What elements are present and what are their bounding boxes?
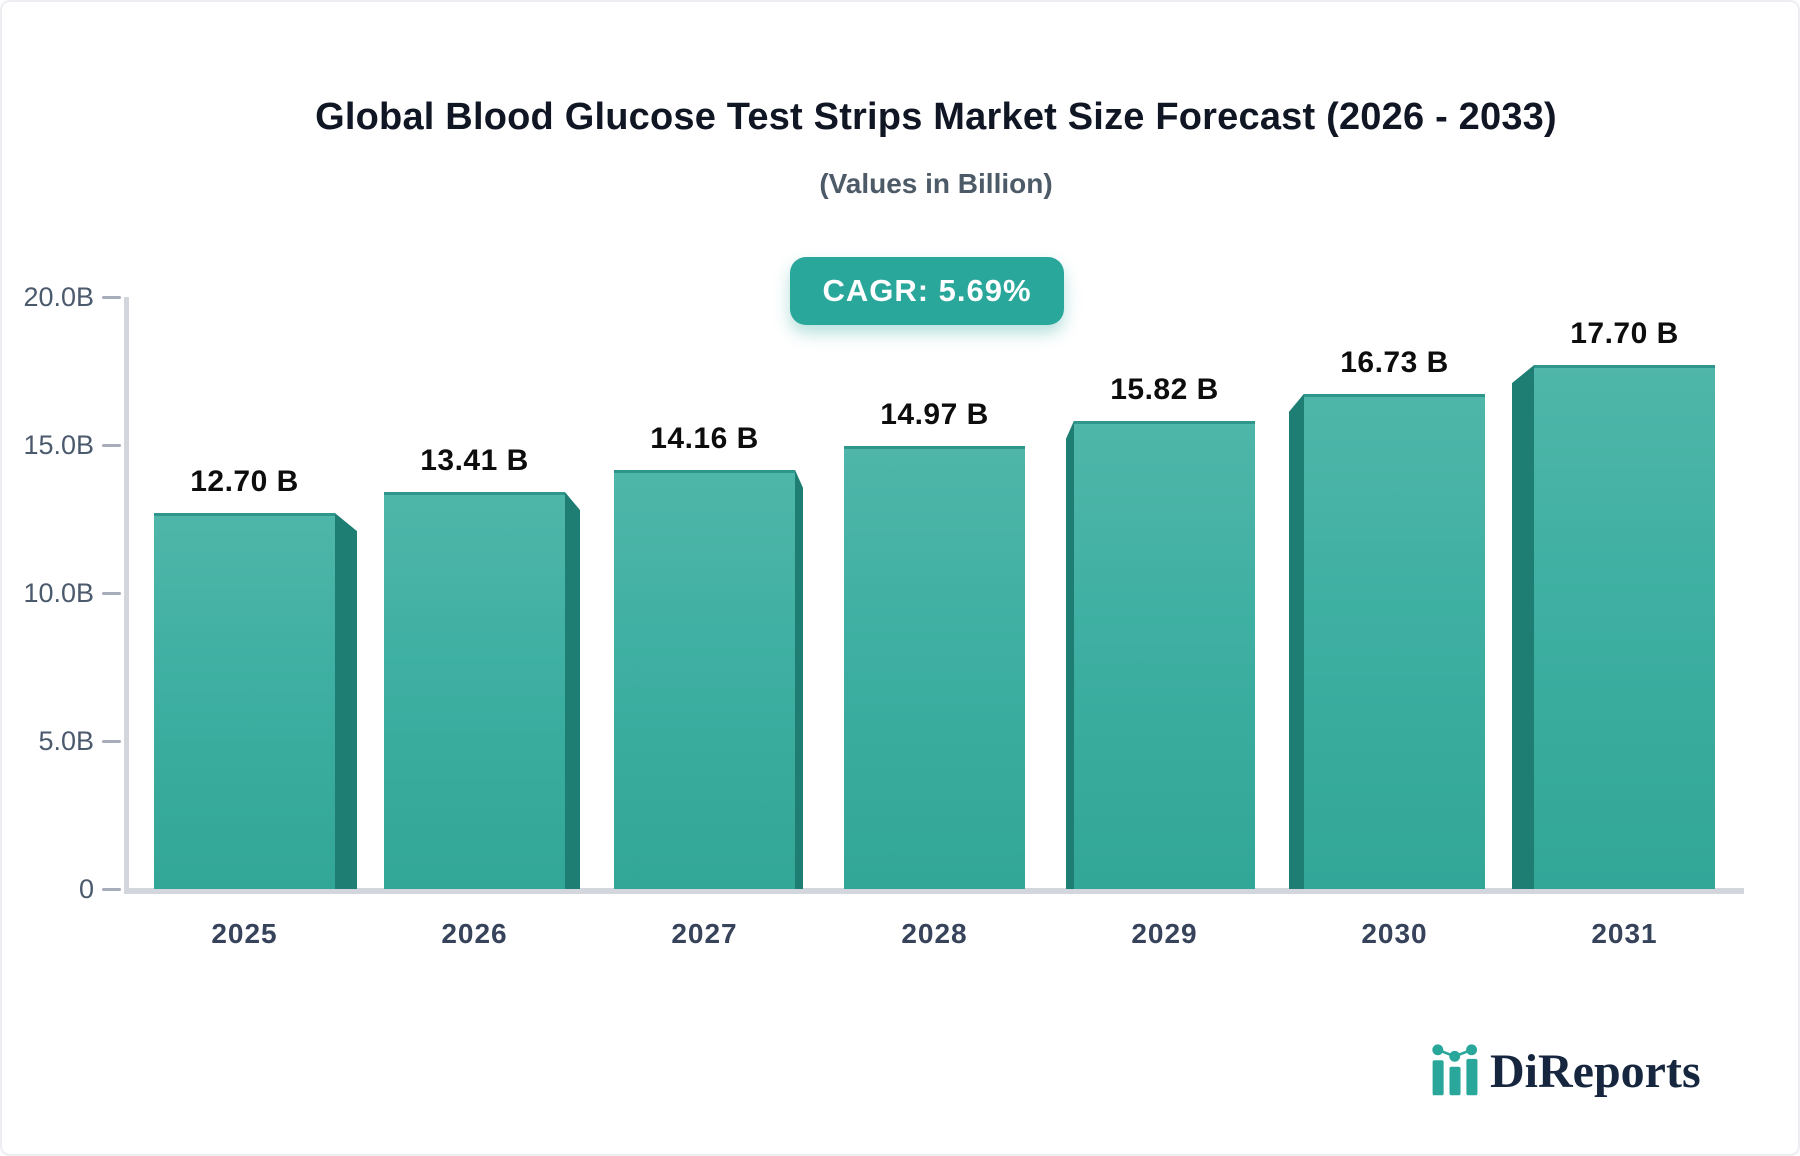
x-tick-label: 2029 (1131, 918, 1198, 949)
x-tick-label: 2030 (1361, 918, 1428, 949)
bar-side-face (335, 513, 357, 889)
x-tick-label: 2028 (901, 918, 968, 949)
x-axis-baseline (124, 888, 1744, 894)
chart-subtitle: (Values in Billion) (819, 168, 1053, 199)
brand-name: DiReports (1490, 1045, 1701, 1098)
y-tick-label: 15.0B (23, 430, 94, 460)
y-tick-dash (102, 740, 121, 743)
bar-side-face (1289, 393, 1304, 889)
x-tick-label: 2025 (211, 918, 278, 949)
bar-value-label: 17.70 B (1570, 317, 1679, 351)
y-tick-dash (102, 296, 121, 299)
bar-2026[interactable] (384, 492, 565, 889)
bar-value-label: 12.70 B (190, 465, 299, 499)
y-tick-dash (102, 444, 121, 447)
y-tick-dash (102, 888, 121, 891)
bar-value-label: 13.41 B (420, 444, 529, 478)
y-tick-label: 0 (78, 874, 94, 904)
bar-value-label: 16.73 B (1340, 345, 1449, 379)
bar-side-face (565, 492, 580, 889)
bar-2029[interactable] (1074, 420, 1255, 889)
cagr-badge: CAGR: 5.69% (790, 257, 1064, 325)
bar-value-label: 14.97 B (880, 397, 989, 431)
bar-value-label: 15.82 B (1110, 372, 1219, 406)
bar-value-label: 14.16 B (650, 421, 759, 455)
y-axis-line (124, 297, 129, 894)
bar-chart-logo-icon (1432, 1044, 1478, 1096)
brand-logo: DiReports (1430, 1040, 1701, 1096)
x-tick-label: 2027 (671, 918, 738, 949)
bar-side-face (1512, 365, 1534, 889)
bar-2028[interactable] (844, 445, 1025, 889)
bar-2031[interactable] (1534, 365, 1715, 889)
page-title: Global Blood Glucose Test Strips Market … (315, 96, 1557, 138)
bar-2027[interactable] (614, 469, 795, 889)
x-tick-label: 2026 (441, 918, 508, 949)
y-tick-label: 20.0B (23, 282, 94, 312)
bar-2025[interactable] (154, 513, 335, 889)
bar-side-face (1066, 420, 1074, 889)
cagr-badge-label: CAGR: 5.69% (822, 273, 1032, 308)
y-tick-label: 10.0B (23, 578, 94, 608)
bar-side-face (795, 469, 803, 889)
x-tick-label: 2031 (1591, 918, 1658, 949)
bar-2030[interactable] (1304, 393, 1485, 889)
y-tick-dash (102, 592, 121, 595)
y-tick-label: 5.0B (38, 726, 94, 756)
